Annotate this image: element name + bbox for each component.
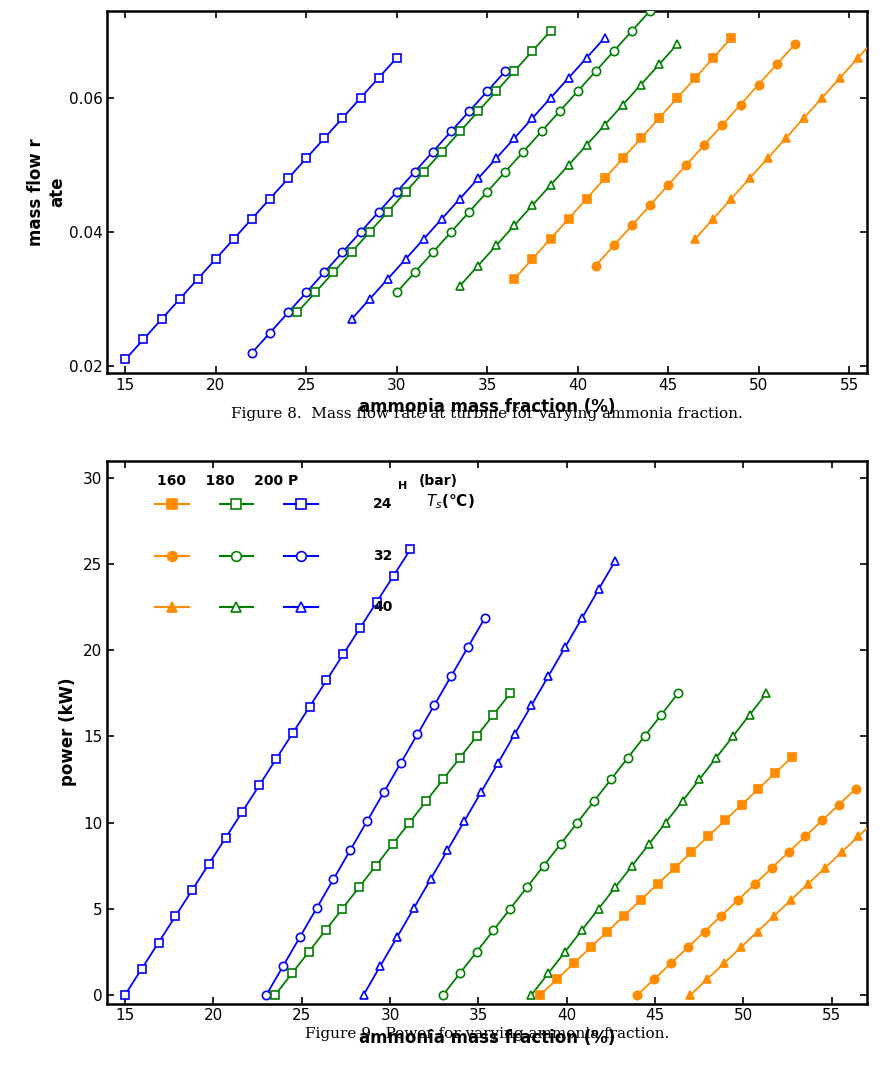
Text: 24: 24 bbox=[374, 497, 392, 511]
Text: Figure 8.  Mass flow rate at turbine for varying ammonia fraction.: Figure 8. Mass flow rate at turbine for … bbox=[232, 406, 743, 420]
Text: 160    180    200 P: 160 180 200 P bbox=[156, 474, 298, 488]
X-axis label: ammonia mass fraction (%): ammonia mass fraction (%) bbox=[359, 1029, 615, 1047]
Y-axis label: power (kW): power (kW) bbox=[60, 678, 78, 786]
Text: 40: 40 bbox=[374, 600, 392, 614]
Text: Figure 9.  Power for varying ammonia fraction.: Figure 9. Power for varying ammonia frac… bbox=[305, 1027, 670, 1041]
Y-axis label: mass flow r
ate: mass flow r ate bbox=[27, 138, 66, 246]
Text: $\mathit{T}_s$(°C): $\mathit{T}_s$(°C) bbox=[426, 492, 476, 511]
Text: (bar): (bar) bbox=[418, 474, 458, 488]
X-axis label: ammonia mass fraction (%): ammonia mass fraction (%) bbox=[359, 398, 615, 416]
Text: 32: 32 bbox=[374, 549, 392, 563]
Text: H: H bbox=[399, 481, 408, 490]
